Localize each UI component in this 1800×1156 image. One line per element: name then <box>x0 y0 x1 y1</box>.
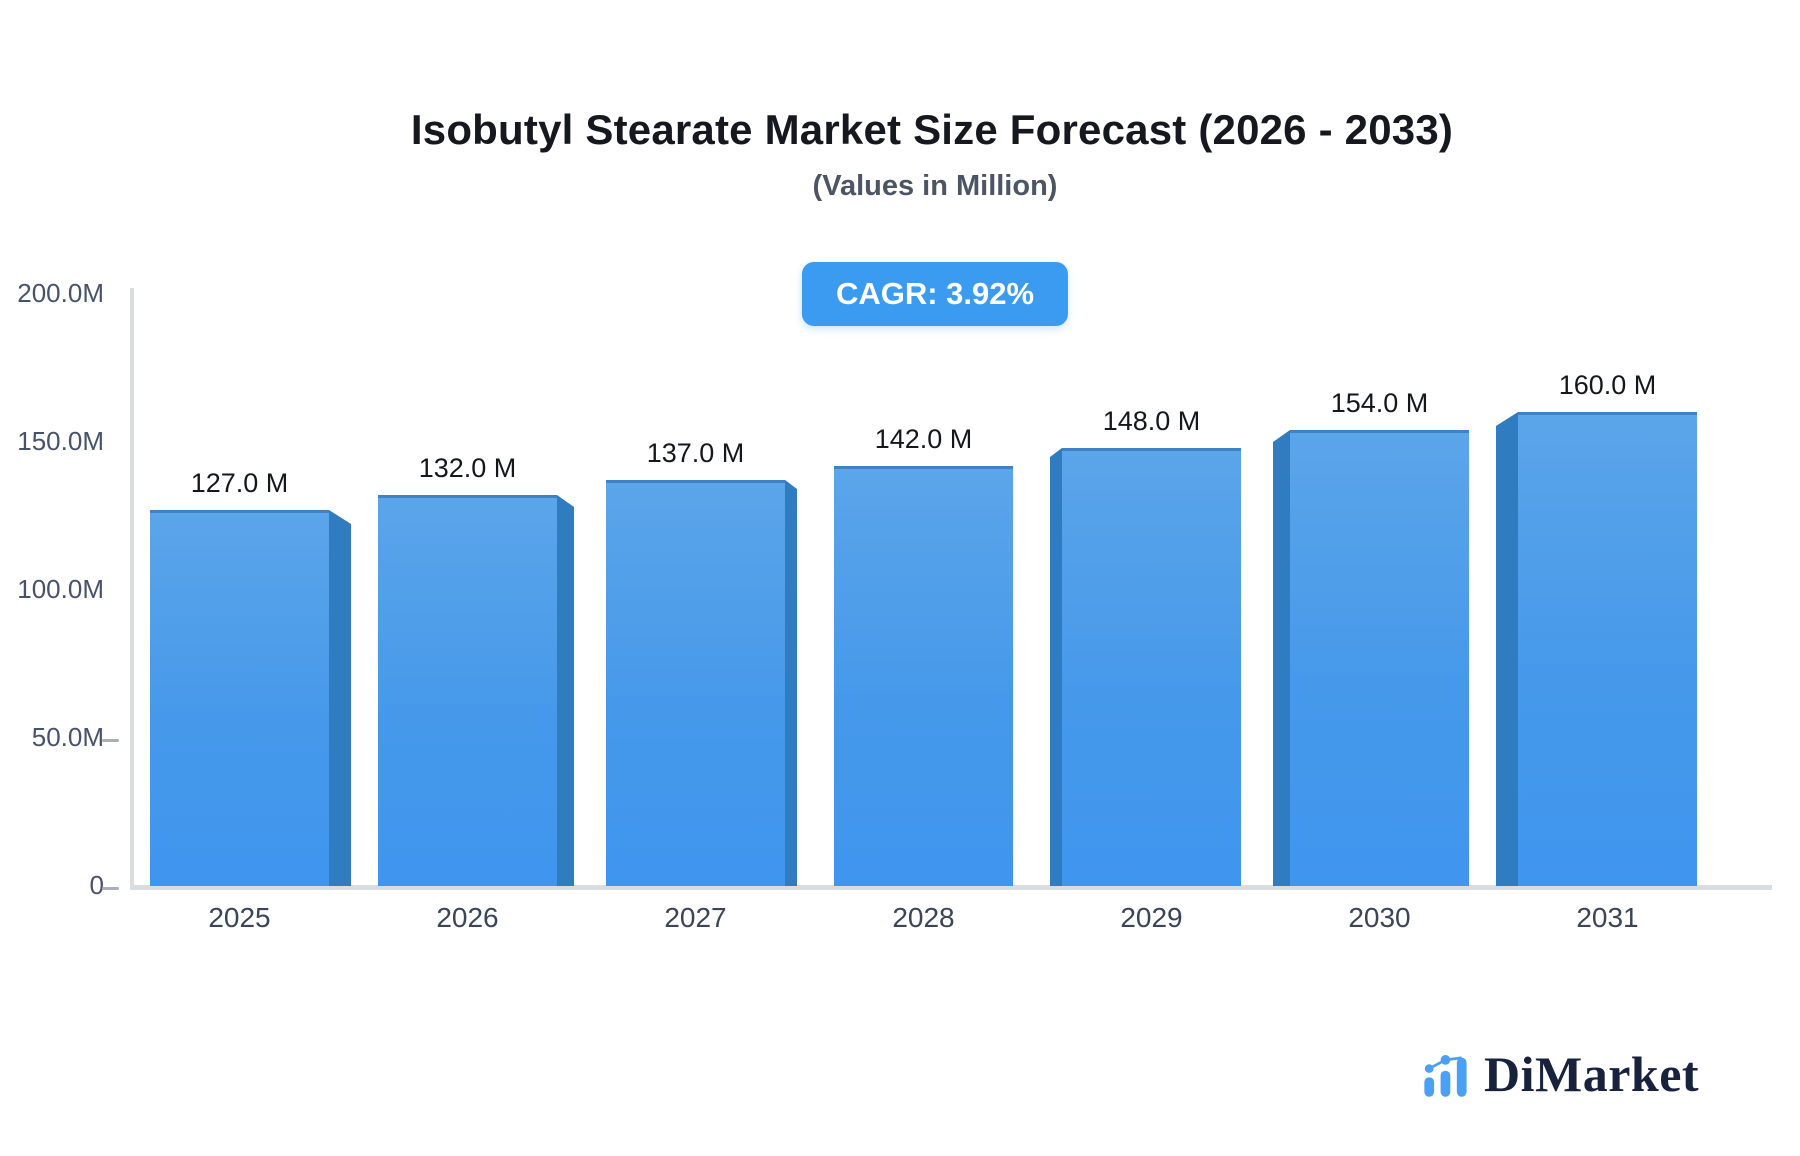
x-axis-label-2027: 2027 <box>664 902 727 933</box>
y-axis-tick-mark <box>102 739 119 742</box>
bar-2030[interactable] <box>1290 430 1469 886</box>
bar-value-label: 148.0 M <box>1102 406 1201 436</box>
bar-2029[interactable] <box>1062 448 1241 886</box>
y-axis-tick-mark <box>102 887 119 890</box>
x-axis-label-2031: 2031 <box>1576 902 1639 933</box>
x-axis-label-2025: 2025 <box>208 902 271 933</box>
bar-2028[interactable] <box>834 466 1013 886</box>
bar-value-label: 154.0 M <box>1330 388 1429 418</box>
y-axis-label: 0 <box>89 870 104 900</box>
bar-value-label: 160.0 M <box>1558 370 1657 400</box>
cagr-badge: CAGR: 3.92% <box>801 262 1069 326</box>
y-axis-line <box>130 288 134 890</box>
y-axis-label: 150.0M <box>17 426 104 456</box>
bar-value-label: 127.0 M <box>190 468 289 498</box>
bar-value-label: 137.0 M <box>646 438 745 468</box>
y-axis-label: 200.0M <box>17 278 104 308</box>
x-axis-label-2028: 2028 <box>892 902 955 933</box>
brand-name: DiMarket <box>1484 1046 1700 1102</box>
bar-value-label: 142.0 M <box>874 424 973 454</box>
bar-2031[interactable] <box>1518 412 1697 886</box>
y-axis-label: 50.0M <box>31 722 104 752</box>
bar-value-label: 132.0 M <box>418 453 517 483</box>
brand-logo[interactable]: DiMarket <box>1420 1045 1699 1103</box>
chart-subtitle: (Values in Million) <box>812 170 1058 202</box>
bar-side-face <box>329 510 351 886</box>
x-axis-label-2026: 2026 <box>436 902 499 933</box>
x-axis-label-2030: 2030 <box>1348 902 1411 933</box>
bar-2025[interactable] <box>150 510 329 886</box>
bar-side-face <box>1273 430 1290 886</box>
bar-side-face <box>785 480 797 886</box>
dimarket-chart-icon <box>1424 1055 1467 1097</box>
x-axis-baseline <box>130 885 1772 890</box>
bar-side-face <box>557 495 574 886</box>
x-axis-label-2029: 2029 <box>1120 902 1183 933</box>
bar-2026[interactable] <box>378 495 557 886</box>
bar-side-face <box>1496 412 1518 886</box>
chart-title: Isobutyl Stearate Market Size Forecast (… <box>410 106 1454 153</box>
bar-2027[interactable] <box>606 480 785 886</box>
bar-side-face <box>1050 448 1062 886</box>
y-axis-label: 100.0M <box>17 574 104 604</box>
